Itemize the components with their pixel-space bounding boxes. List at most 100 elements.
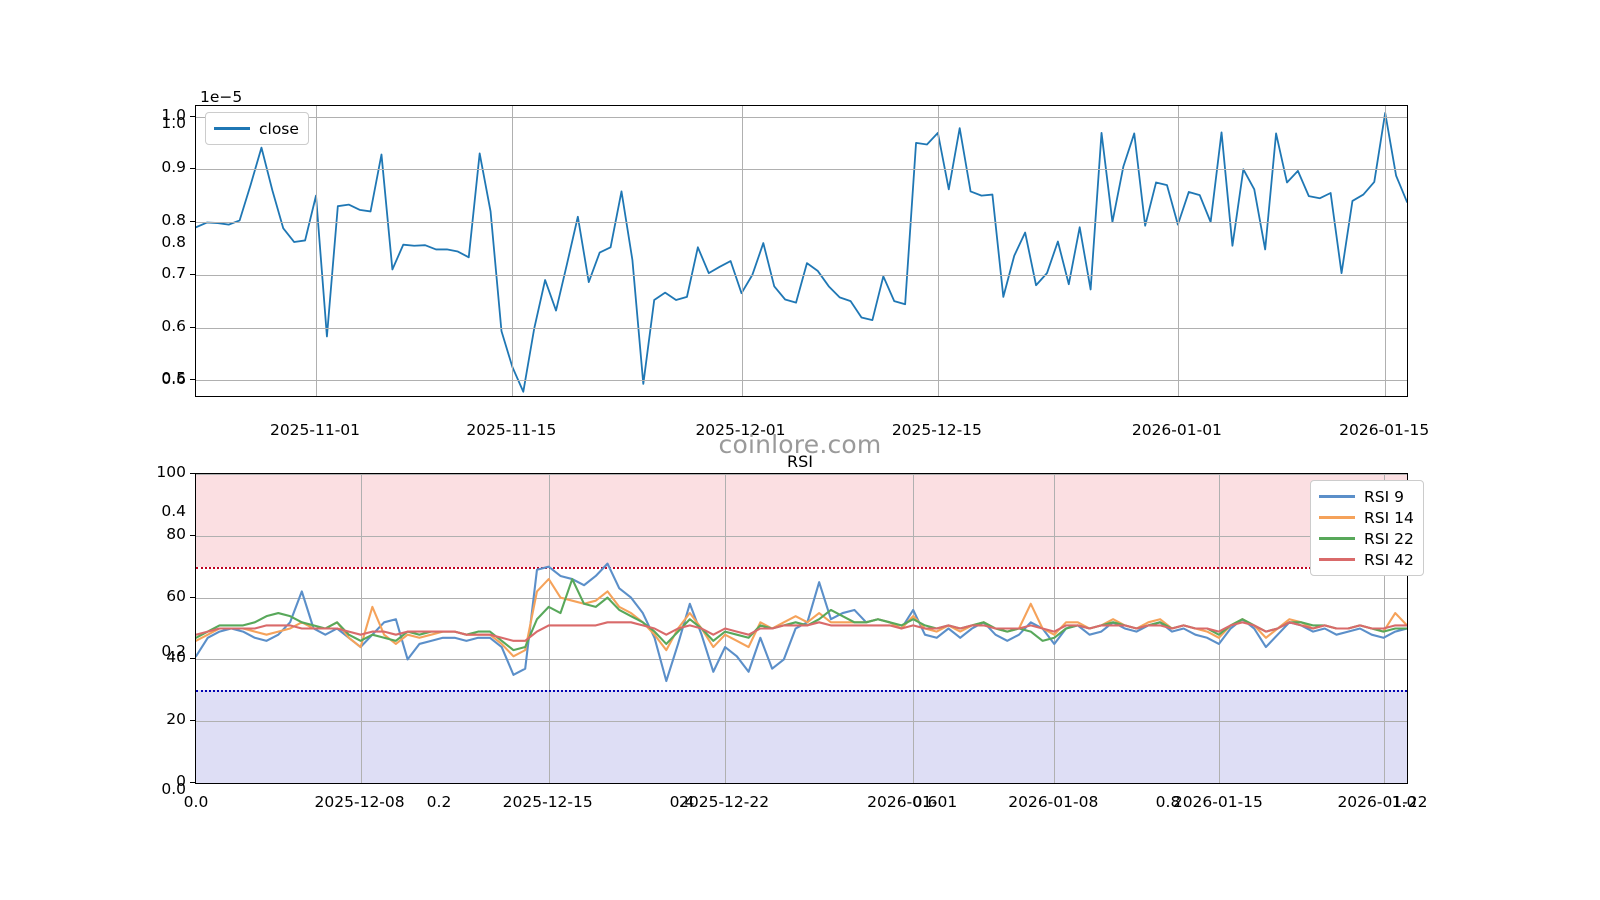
price-gridline (196, 222, 1407, 223)
price-line-plot (196, 111, 1407, 393)
rsi-y-tick-mark (190, 473, 196, 474)
rsi-y-secondary-tick-1: 0.2 (161, 642, 186, 660)
price-x-tick-2025-11-15: 2025-11-15 (466, 421, 557, 439)
rsi-legend-item-2: RSI 22 (1319, 528, 1414, 549)
price-chart-panel (195, 105, 1408, 397)
price-y-tick-mark (190, 326, 196, 328)
rsi-legend-item-0: RSI 9 (1319, 486, 1414, 507)
legend-label-0: close (259, 119, 299, 138)
price-x-tick-2026-01-01: 2026-01-01 (1131, 421, 1222, 439)
price-x-tick-2025-12-01: 2025-12-01 (695, 421, 786, 439)
oversold-band (196, 690, 1407, 783)
price-gridline-vertical (1385, 106, 1387, 396)
rsi-gridline-vertical (360, 474, 362, 783)
price-gridline (196, 169, 1407, 171)
price-gridline-vertical (937, 106, 939, 396)
rsi-y-secondary-tick-0: 0.4 (161, 502, 186, 520)
rsi-legend-item-1: RSI 14 (1319, 507, 1414, 528)
legend-item-0: close (214, 118, 299, 139)
rsi-x-tick-2025-12-15: 2025-12-15 (502, 793, 593, 811)
price-y-tick-0.7: 0.7 (161, 263, 186, 282)
watermark: coinlore.com (718, 430, 882, 459)
rsi-legend: RSI 9 RSI 14 RSI 22 RSI 42 (1310, 480, 1424, 576)
y-axis-offset-label: 1e−5 (200, 88, 243, 106)
rsi-x-tick-2026-01-08: 2026-01-08 (1008, 793, 1099, 811)
price-y-tick-0.8: 0.8 (161, 211, 186, 229)
rsi-x-secondary-tick-3: 0.6 (912, 793, 938, 811)
price-y-tick-mark (190, 115, 196, 117)
rsi-gridline-vertical (1054, 474, 1056, 783)
price-y-tick-1.0: 1.0 (161, 105, 186, 124)
price-gridline-vertical (741, 106, 743, 396)
rsi-x-tick-2025-12-08: 2025-12-08 (314, 793, 405, 811)
rsi-legend-label-0: RSI 9 (1364, 487, 1404, 506)
price-gridline-vertical (1177, 106, 1179, 396)
rsi-x-secondary-tick-4: 0.8 (1155, 793, 1181, 811)
rsi-y-tick-60: 60 (166, 586, 186, 605)
rsi-y-tick-40: 40 (166, 648, 186, 667)
price-gridline (196, 380, 1407, 382)
price-y-tick-0.9: 0.9 (161, 158, 186, 177)
rsi-legend-label-3: RSI 42 (1364, 550, 1414, 569)
overbought-band (196, 474, 1407, 567)
rsi-y-tick-mark (190, 782, 196, 783)
price-gridline (196, 274, 1407, 276)
rsi-legend-swatch-2 (1319, 537, 1355, 540)
price-y-tick-0.6: 0.6 (161, 316, 186, 335)
price-y-tick-mark (190, 221, 196, 222)
rsi-x-secondary-tick-5: 1.0 (1391, 793, 1417, 811)
rsi-legend-swatch-3 (1319, 558, 1355, 561)
price-y-secondary-tick-0: 1.0 (161, 114, 186, 132)
rsi-x-secondary-tick-1: 0.2 (426, 793, 452, 811)
price-gridline (196, 116, 1407, 118)
rsi-chart-title: RSI (787, 452, 813, 471)
rsi-y-tick-100: 100 (156, 463, 186, 481)
rsi-gridline-vertical (548, 474, 550, 783)
overbought-threshold-line (196, 566, 1407, 569)
price-y-secondary-tick-2: 0.6 (161, 370, 186, 388)
rsi-legend-swatch-1 (1319, 516, 1355, 519)
rsi-y-tick-mark (190, 658, 196, 660)
rsi-x-secondary-tick-2: 0.4 (669, 793, 695, 811)
oversold-threshold-line (196, 690, 1407, 693)
price-gridline (196, 327, 1407, 329)
rsi-chart-panel (195, 473, 1408, 784)
rsi-y-tick-mark (190, 720, 196, 722)
rsi-gridline (196, 721, 1407, 723)
rsi-y-tick-0: 0 (176, 772, 186, 790)
rsi-legend-label-1: RSI 14 (1364, 508, 1414, 527)
rsi-legend-swatch-0 (1319, 495, 1355, 498)
rsi-gridline (196, 597, 1407, 599)
rsi-y-tick-mark (190, 596, 196, 598)
rsi-gridline (196, 659, 1407, 661)
price-gridline-vertical (316, 106, 317, 396)
rsi-x-tick-2025-12-22: 2025-12-22 (679, 793, 770, 811)
price-legend: close (205, 112, 309, 145)
price-gridline-vertical (512, 106, 514, 396)
rsi-y-tick-20: 20 (166, 710, 186, 729)
rsi-line-plot (196, 562, 1407, 683)
price-y-tick-mark (190, 379, 196, 381)
price-y-tick-mark (190, 168, 196, 170)
rsi-legend-item-3: RSI 42 (1319, 549, 1414, 570)
rsi-y-secondary-tick-2: 0.0 (161, 780, 186, 798)
legend-swatch-0 (214, 127, 250, 130)
rsi-gridline-vertical (1218, 474, 1220, 783)
price-x-tick-2025-11-01: 2025-11-01 (269, 421, 361, 439)
rsi-x-tick-2026-01-01: 2026-01-01 (867, 793, 958, 811)
rsi-gridline (196, 474, 1407, 475)
price-x-tick-2025-12-15: 2025-12-15 (891, 421, 982, 439)
rsi-x-tick-2026-01-22: 2026-01-22 (1337, 793, 1428, 811)
rsi-legend-label-2: RSI 22 (1364, 529, 1414, 548)
price-y-tick-mark (190, 273, 196, 275)
rsi-x-secondary-tick-0: 0.0 (183, 793, 209, 811)
price-y-tick-0.5: 0.5 (161, 369, 186, 388)
rsi-gridline (196, 535, 1407, 537)
rsi-y-tick-mark (190, 534, 196, 536)
price-x-tick-2026-01-15: 2026-01-15 (1339, 421, 1430, 439)
rsi-x-tick-2026-01-15: 2026-01-15 (1172, 793, 1263, 811)
price-y-secondary-tick-1: 0.8 (161, 233, 186, 251)
rsi-y-tick-80: 80 (166, 524, 186, 543)
rsi-gridline-vertical (913, 474, 915, 783)
